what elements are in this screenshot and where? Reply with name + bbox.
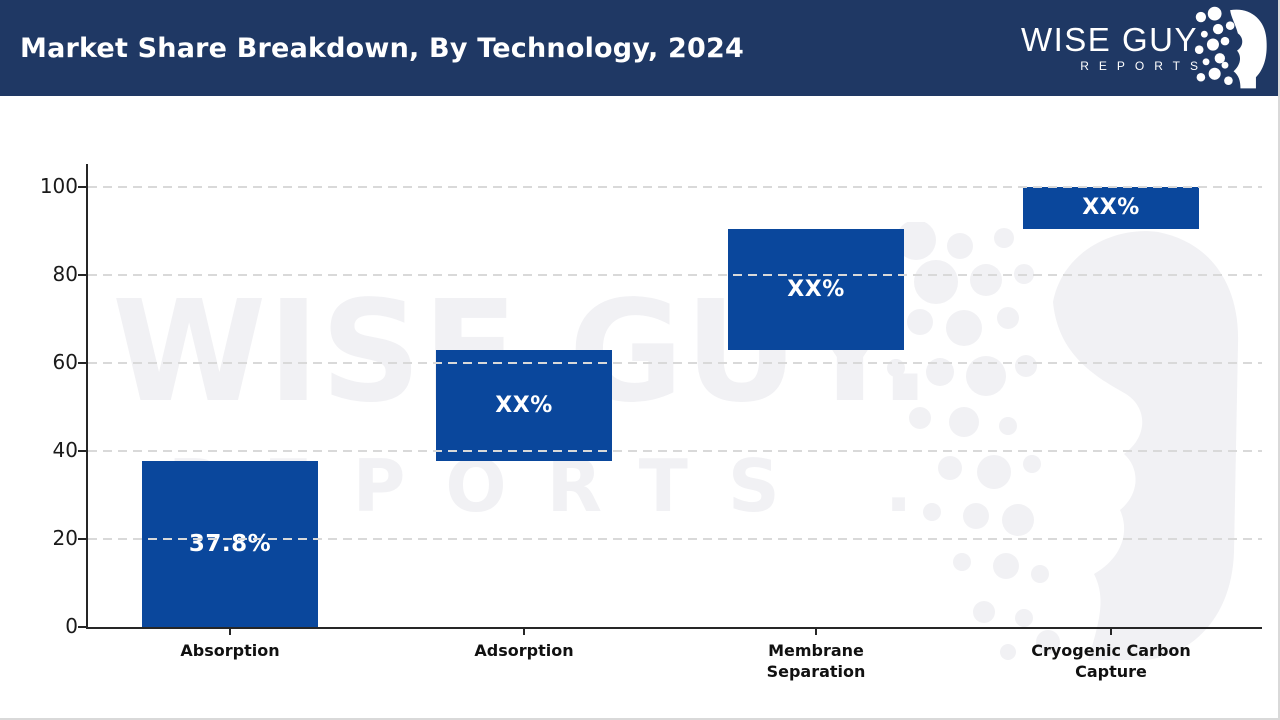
x-axis-label-line: Absorption — [180, 641, 280, 660]
x-tick-mark — [815, 629, 817, 635]
bar-value-label: XX% — [1082, 195, 1140, 221]
bar-cryogenic-carbon-capture: XX% — [1023, 187, 1199, 229]
x-axis-label-line: Cryogenic Carbon — [1031, 641, 1191, 660]
y-tick-label: 20 — [52, 526, 78, 550]
y-tick-mark — [78, 538, 86, 540]
x-axis-label-line: Separation — [766, 662, 866, 681]
bar-value-label: XX% — [495, 392, 553, 418]
wiseguy-head-watermark-icon — [862, 222, 1239, 660]
y-gridline — [88, 538, 1262, 540]
header-bar: Market Share Breakdown, By Technology, 2… — [0, 0, 1278, 96]
y-tick-label: 80 — [52, 262, 78, 286]
y-gridline — [88, 186, 1262, 188]
y-gridline — [88, 362, 1262, 364]
x-axis-label: Cryogenic Carbon Capture — [961, 640, 1261, 682]
x-axis-label-line: Adsorption — [474, 641, 574, 660]
y-tick-label: 100 — [39, 174, 78, 198]
x-axis-label: Absorption — [80, 640, 380, 661]
logo-reports-label: REPORTS — [1080, 59, 1208, 73]
y-tick-label: 60 — [52, 350, 78, 374]
y-tick-label: 0 — [65, 614, 78, 638]
y-tick-mark — [78, 186, 86, 188]
y-axis-spine — [86, 164, 88, 629]
x-tick-mark — [1110, 629, 1112, 635]
y-tick-mark — [78, 450, 86, 452]
x-axis-label-line: Membrane — [768, 641, 864, 660]
bar-value-label: XX% — [787, 276, 845, 302]
bar-membrane-separation: XX% — [728, 228, 904, 350]
wiseguy-logo-text: WISE GUY REPORTS — [1021, 22, 1198, 74]
page-title: Market Share Breakdown, By Technology, 2… — [20, 32, 745, 64]
wiseguy-head-icon — [1194, 6, 1267, 89]
y-tick-mark — [78, 362, 86, 364]
wiseguy-logo: WISE GUY REPORTS — [1021, 5, 1270, 91]
x-tick-mark — [229, 629, 231, 635]
bar-value-label: 37.8% — [188, 530, 272, 557]
bar-adsorption: XX% — [436, 349, 612, 461]
x-axis-spine — [86, 627, 1262, 629]
x-axis-label: Adsorption — [374, 640, 674, 661]
y-tick-label: 40 — [52, 438, 78, 462]
bar-absorption: 37.8% — [142, 460, 318, 627]
x-axis-label: Membrane Separation — [666, 640, 966, 682]
logo-wise-guy-label: WISE GUY — [1020, 21, 1198, 58]
y-gridline — [88, 274, 1262, 276]
y-gridline — [88, 450, 1262, 452]
x-axis-label-line: Capture — [1075, 662, 1147, 681]
x-tick-mark — [523, 629, 525, 635]
y-tick-mark — [78, 626, 86, 628]
y-tick-mark — [78, 274, 86, 276]
